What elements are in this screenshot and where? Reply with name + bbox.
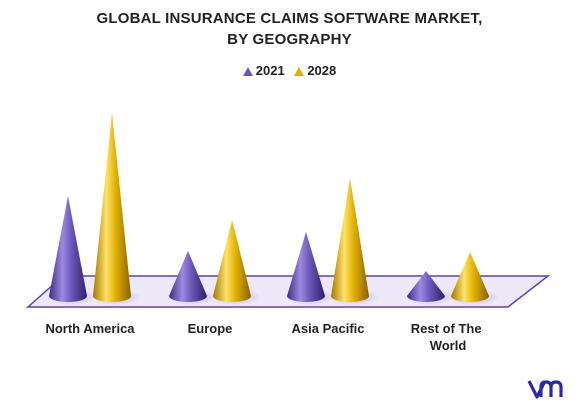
cone-2021-north-america	[49, 196, 87, 302]
x-label-north-america: North America	[45, 321, 135, 336]
chart-title: GLOBAL INSURANCE CLAIMS SOFTWARE MARKET,…	[0, 8, 579, 50]
chart-title-line2: BY GEOGRAPHY	[227, 31, 352, 48]
legend-item-2028: 2028	[294, 63, 336, 78]
legend-swatch-2021	[242, 67, 253, 76]
x-label-rest-of-world-line2: World	[430, 338, 467, 353]
legend-label-2028: 2028	[307, 63, 337, 78]
x-label-rest-of-world: Rest of The World	[411, 321, 485, 353]
x-axis-labels: North America Europe Asia Pacific Rest o…	[45, 321, 485, 353]
x-label-europe: Europe	[188, 321, 233, 336]
cone-2028-europe	[213, 220, 251, 302]
legend-label-2021: 2021	[255, 63, 285, 78]
chart-title-line1: GLOBAL INSURANCE CLAIMS SOFTWARE MARKET,	[96, 10, 483, 27]
legend: 2021 2028	[0, 63, 579, 78]
legend-swatch-2028	[294, 67, 305, 76]
x-label-rest-of-world-line1: Rest of The	[411, 321, 482, 336]
x-label-asia-pacific: Asia Pacific	[292, 321, 365, 336]
cone-2028-asia-pacific	[331, 178, 369, 302]
cone-2028-rest-of-the-world	[451, 252, 489, 302]
cone-2021-asia-pacific	[287, 232, 325, 302]
legend-item-2021: 2021	[242, 63, 285, 78]
cone-2021-europe	[169, 251, 207, 302]
cone-2028-north-america	[93, 113, 131, 302]
vmr-logo-icon	[527, 380, 563, 399]
chart-marks	[47, 113, 499, 305]
cone-2021-rest-of-the-world	[407, 271, 445, 302]
